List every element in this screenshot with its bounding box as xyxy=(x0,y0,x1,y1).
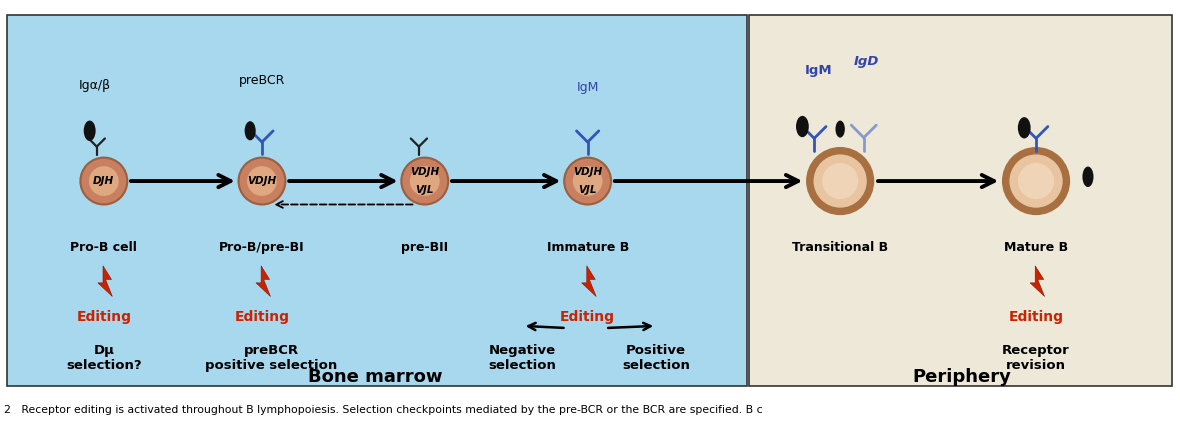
Ellipse shape xyxy=(400,157,450,206)
Text: VJL: VJL xyxy=(578,185,597,196)
Text: Editing: Editing xyxy=(235,311,289,324)
Text: VDJH: VDJH xyxy=(411,167,439,177)
Ellipse shape xyxy=(572,166,603,196)
Ellipse shape xyxy=(247,166,277,196)
Text: Editing: Editing xyxy=(77,311,131,324)
Ellipse shape xyxy=(835,121,845,138)
Ellipse shape xyxy=(563,157,612,206)
Ellipse shape xyxy=(1002,147,1070,215)
Text: preBCR: preBCR xyxy=(238,74,286,87)
Ellipse shape xyxy=(409,166,440,196)
FancyBboxPatch shape xyxy=(749,15,1172,386)
Text: Positive
selection: Positive selection xyxy=(622,344,690,372)
Text: Editing: Editing xyxy=(1009,311,1063,324)
Ellipse shape xyxy=(1009,155,1063,208)
Text: Dµ
selection?: Dµ selection? xyxy=(66,344,142,372)
Ellipse shape xyxy=(822,163,858,199)
Text: IgM: IgM xyxy=(805,63,833,77)
Text: VDJH: VDJH xyxy=(573,167,602,177)
Text: VDJH: VDJH xyxy=(248,176,276,186)
Ellipse shape xyxy=(813,155,867,208)
Ellipse shape xyxy=(240,158,284,204)
Text: Negative
selection: Negative selection xyxy=(489,344,557,372)
Text: IgM: IgM xyxy=(577,81,598,94)
Polygon shape xyxy=(98,266,112,296)
Ellipse shape xyxy=(565,158,610,204)
Ellipse shape xyxy=(1082,167,1094,187)
Ellipse shape xyxy=(88,166,119,196)
Text: Periphery: Periphery xyxy=(912,368,1011,386)
Ellipse shape xyxy=(244,121,256,141)
Text: Igα/β: Igα/β xyxy=(78,78,111,92)
Text: Mature B: Mature B xyxy=(1004,241,1068,253)
Ellipse shape xyxy=(81,158,126,204)
Ellipse shape xyxy=(806,147,874,215)
FancyBboxPatch shape xyxy=(7,15,747,386)
Polygon shape xyxy=(1030,266,1044,296)
Ellipse shape xyxy=(84,121,96,141)
Text: 2   Receptor editing is activated throughout B lymphopoiesis. Selection checkpoi: 2 Receptor editing is activated througho… xyxy=(4,405,762,415)
Ellipse shape xyxy=(402,158,447,204)
Ellipse shape xyxy=(79,157,129,206)
Text: DJH: DJH xyxy=(93,176,114,186)
Polygon shape xyxy=(582,266,596,296)
Ellipse shape xyxy=(237,157,287,206)
Text: Bone marrow: Bone marrow xyxy=(308,368,442,386)
Text: Pro-B cell: Pro-B cell xyxy=(71,241,137,253)
Text: Pro-B/pre-BI: Pro-B/pre-BI xyxy=(219,241,304,253)
Text: Editing: Editing xyxy=(560,311,615,324)
Ellipse shape xyxy=(1018,117,1030,138)
Polygon shape xyxy=(256,266,270,296)
Text: Immature B: Immature B xyxy=(546,241,629,253)
Text: VJL: VJL xyxy=(415,185,434,196)
Ellipse shape xyxy=(1018,163,1054,199)
Ellipse shape xyxy=(796,116,808,137)
Text: Receptor
revision: Receptor revision xyxy=(1002,344,1070,372)
Text: preBCR
positive selection: preBCR positive selection xyxy=(205,344,337,372)
Text: Transitional B: Transitional B xyxy=(792,241,889,253)
Text: pre-BII: pre-BII xyxy=(401,241,448,253)
Text: IgD: IgD xyxy=(853,55,879,68)
